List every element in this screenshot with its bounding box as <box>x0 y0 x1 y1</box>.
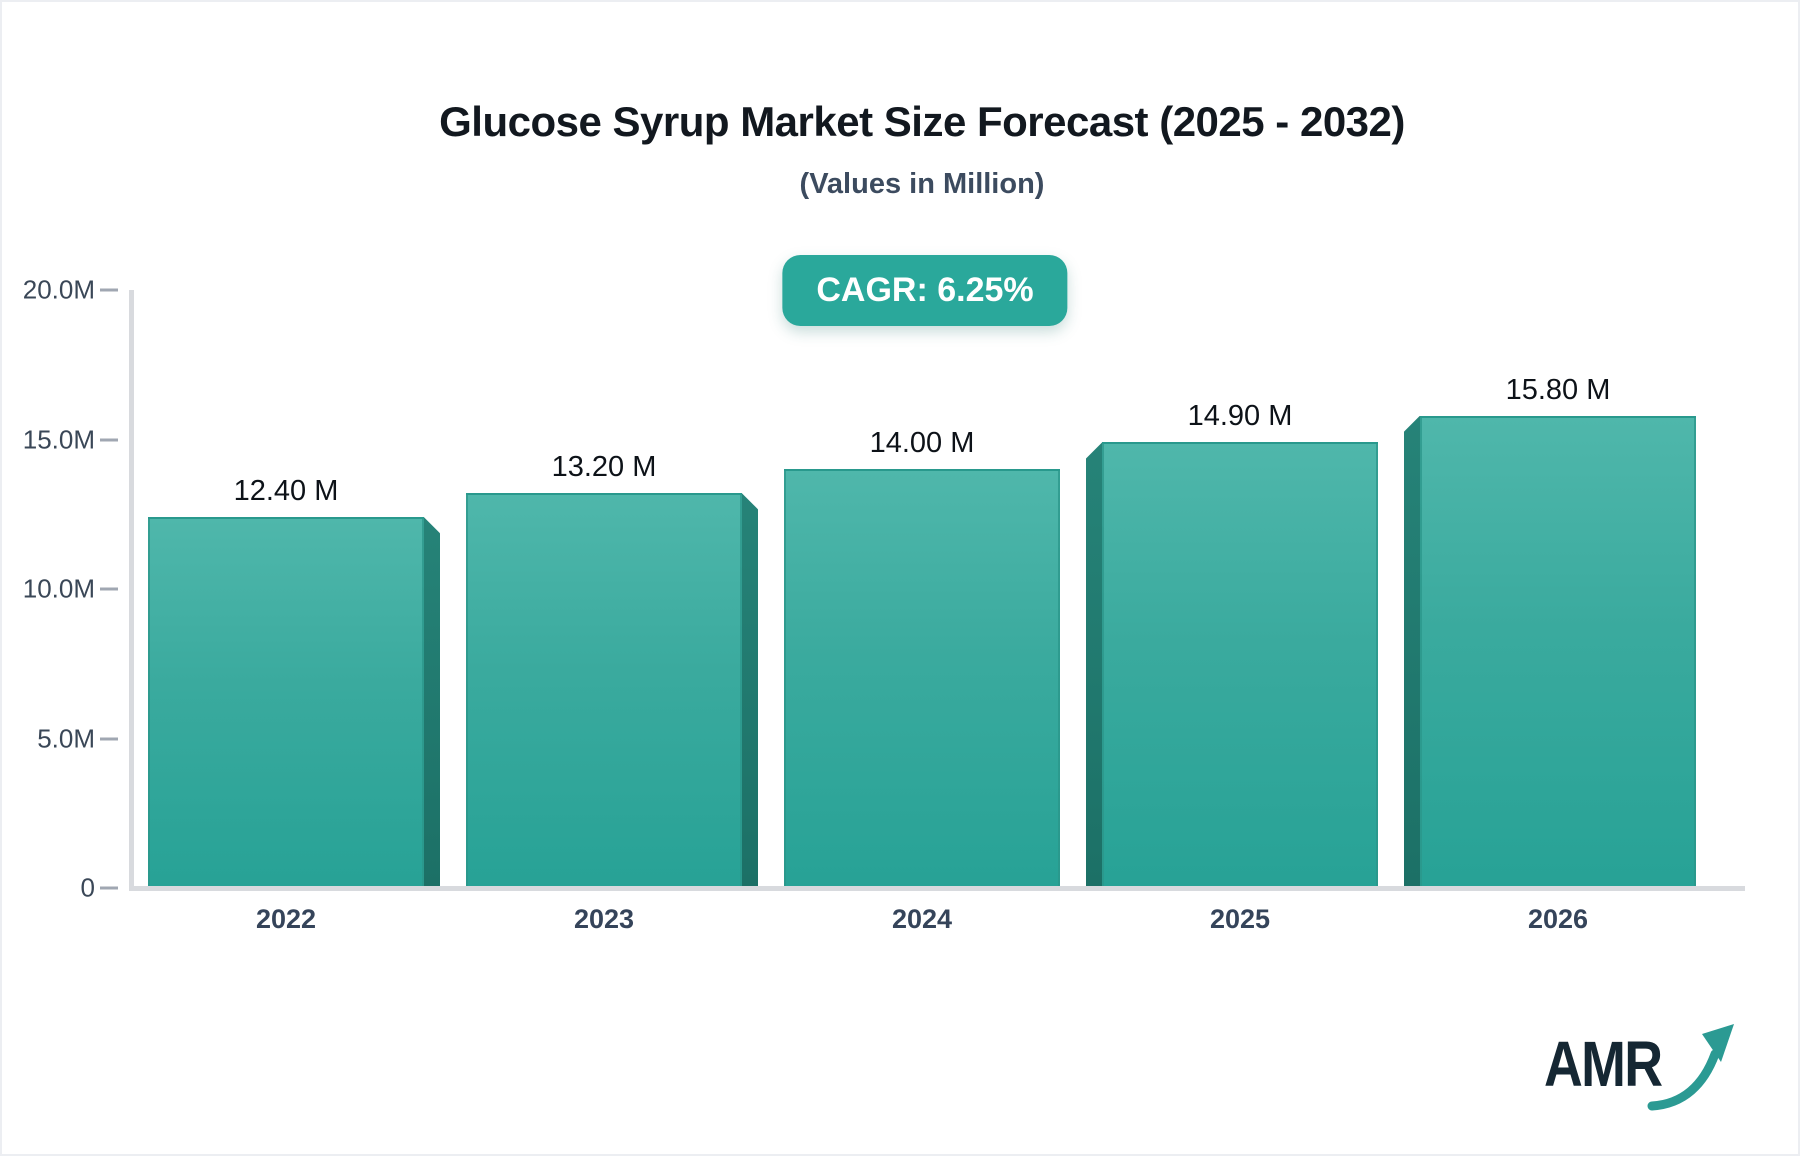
bar-value-label: 14.00 M <box>869 427 975 460</box>
amr-logo-text: AMR <box>1544 1028 1663 1100</box>
x-axis-label-2026: 2026 <box>1527 904 1589 934</box>
y-axis-tick-mark <box>100 288 118 292</box>
bar-2025[interactable] <box>1102 442 1378 888</box>
bar-3d-side-2023 <box>742 493 758 888</box>
x-axis-label-2024: 2024 <box>891 904 953 934</box>
y-axis-tick-mark <box>100 438 118 441</box>
bar-2022[interactable] <box>148 517 424 888</box>
bar-value-label: 13.20 M <box>551 451 657 484</box>
bar-3d-side-2026 <box>1404 415 1420 888</box>
y-axis-tick-label: 15.0M <box>22 424 95 454</box>
y-axis-tick-mark <box>100 886 118 890</box>
amr-logo[interactable]: AMR <box>1544 1024 1734 1112</box>
bar-3d-side-2025 <box>1086 442 1102 888</box>
bar-2024[interactable] <box>784 469 1060 888</box>
chart-subtitle: (Values in Million) <box>799 168 1045 200</box>
chart-title: Glucose Syrup Market Size Forecast (2025… <box>439 98 1405 145</box>
bar-value-label: 14.90 M <box>1187 400 1293 433</box>
x-axis-label-2025: 2025 <box>1209 904 1271 934</box>
y-axis-tick-label: 10.0M <box>22 573 95 604</box>
x-axis-baseline <box>129 886 1745 891</box>
bar-2023[interactable] <box>466 493 742 888</box>
y-axis-tick-mark <box>100 737 118 740</box>
bar-value-label: 12.40 M <box>233 475 339 508</box>
cagr-badge: CAGR: 6.25% <box>782 255 1068 326</box>
y-axis-tick-label: 0 <box>80 872 95 903</box>
y-axis-tick-label: 5.0M <box>37 723 95 753</box>
x-axis-label-2023: 2023 <box>573 904 635 934</box>
y-axis-line <box>129 290 134 890</box>
x-axis-label-2022: 2022 <box>255 904 317 934</box>
bar-value-label: 15.80 M <box>1505 373 1611 406</box>
trend-up-arrow-icon <box>1647 1024 1734 1111</box>
y-axis-tick-mark <box>100 587 118 591</box>
bar-3d-side-2022 <box>424 517 440 888</box>
y-axis-tick-label: 20.0M <box>22 274 95 305</box>
bar-2026[interactable] <box>1420 415 1696 888</box>
